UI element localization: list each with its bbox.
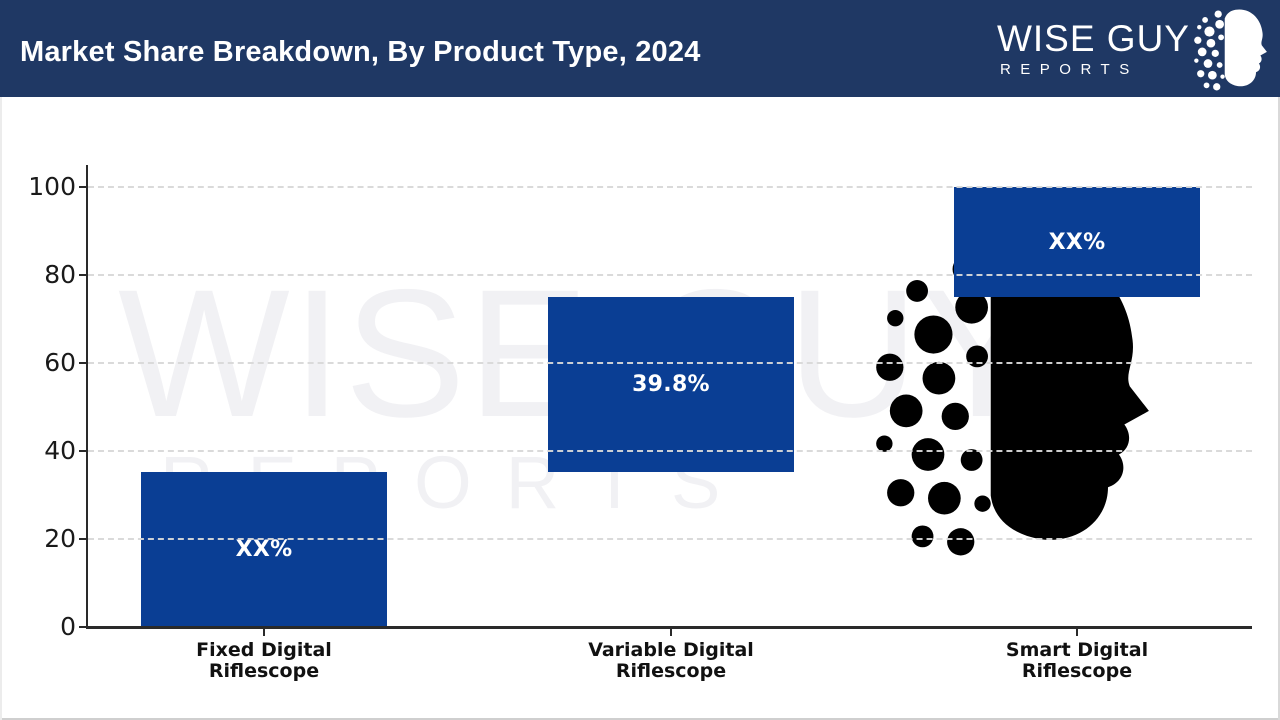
logo-wordmark: WISE GUY: [996, 18, 1190, 59]
bar-fixed-digital-riflescope: XX%: [141, 472, 387, 627]
header-bar: Market Share Breakdown, By Product Type,…: [0, 0, 1280, 97]
y-tick-mark: [79, 186, 86, 188]
gridline-40: [88, 450, 1252, 452]
gridline-60: [88, 362, 1252, 364]
y-tick-label-0: 0: [60, 612, 76, 641]
x-category-line: Smart Digital: [1005, 639, 1149, 661]
y-tick-label-20: 20: [44, 524, 76, 553]
y-tick-label-100: 100: [28, 172, 76, 201]
x-axis-spine: [86, 626, 1252, 629]
x-tick-mark: [670, 629, 672, 636]
bar-variable-digital-riflescope: 39.8%: [548, 297, 794, 472]
chart-title: Market Share Breakdown, By Product Type,…: [20, 36, 701, 68]
y-tick-mark: [79, 450, 86, 452]
gridline-100: [88, 186, 1252, 188]
x-category-line: Riflescope: [615, 660, 727, 682]
x-category-line: Variable Digital: [588, 639, 754, 661]
bar-value-label: XX%: [1048, 229, 1106, 255]
x-tick-mark: [1076, 629, 1078, 636]
y-tick-mark: [79, 626, 86, 628]
gridline-20: [88, 538, 1252, 540]
x-category-line: Fixed Digital: [196, 639, 332, 661]
bar-value-label: 39.8%: [632, 372, 710, 397]
dotted-face-profile-icon: [1194, 9, 1267, 91]
y-tick-label-40: 40: [44, 436, 76, 465]
gridline-80: [88, 274, 1252, 276]
x-category-line: Riflescope: [1021, 660, 1133, 682]
y-tick-mark: [79, 538, 86, 540]
wiseguy-logo: WISE GUY REPORTS: [997, 3, 1272, 95]
x-category-label-smart-digital-riflescope: Smart Digital Riflescope: [917, 640, 1237, 682]
x-category-label-fixed-digital-riflescope: Fixed Digital Riflescope: [104, 640, 424, 682]
x-category-line: Riflescope: [208, 660, 320, 682]
logo-subtext: REPORTS: [999, 61, 1139, 78]
y-tick-label-80: 80: [44, 260, 76, 289]
logo-text: WISE GUY REPORTS: [996, 18, 1190, 79]
x-category-label-variable-digital-riflescope: Variable Digital Riflescope: [511, 640, 831, 682]
y-axis-spine: [86, 165, 88, 629]
x-tick-mark: [263, 629, 265, 636]
y-tick-mark: [79, 274, 86, 276]
bar-smart-digital-riflescope: XX%: [954, 187, 1200, 297]
bar-value-label: XX%: [235, 537, 293, 562]
y-tick-mark: [79, 362, 86, 364]
y-tick-label-60: 60: [44, 348, 76, 377]
